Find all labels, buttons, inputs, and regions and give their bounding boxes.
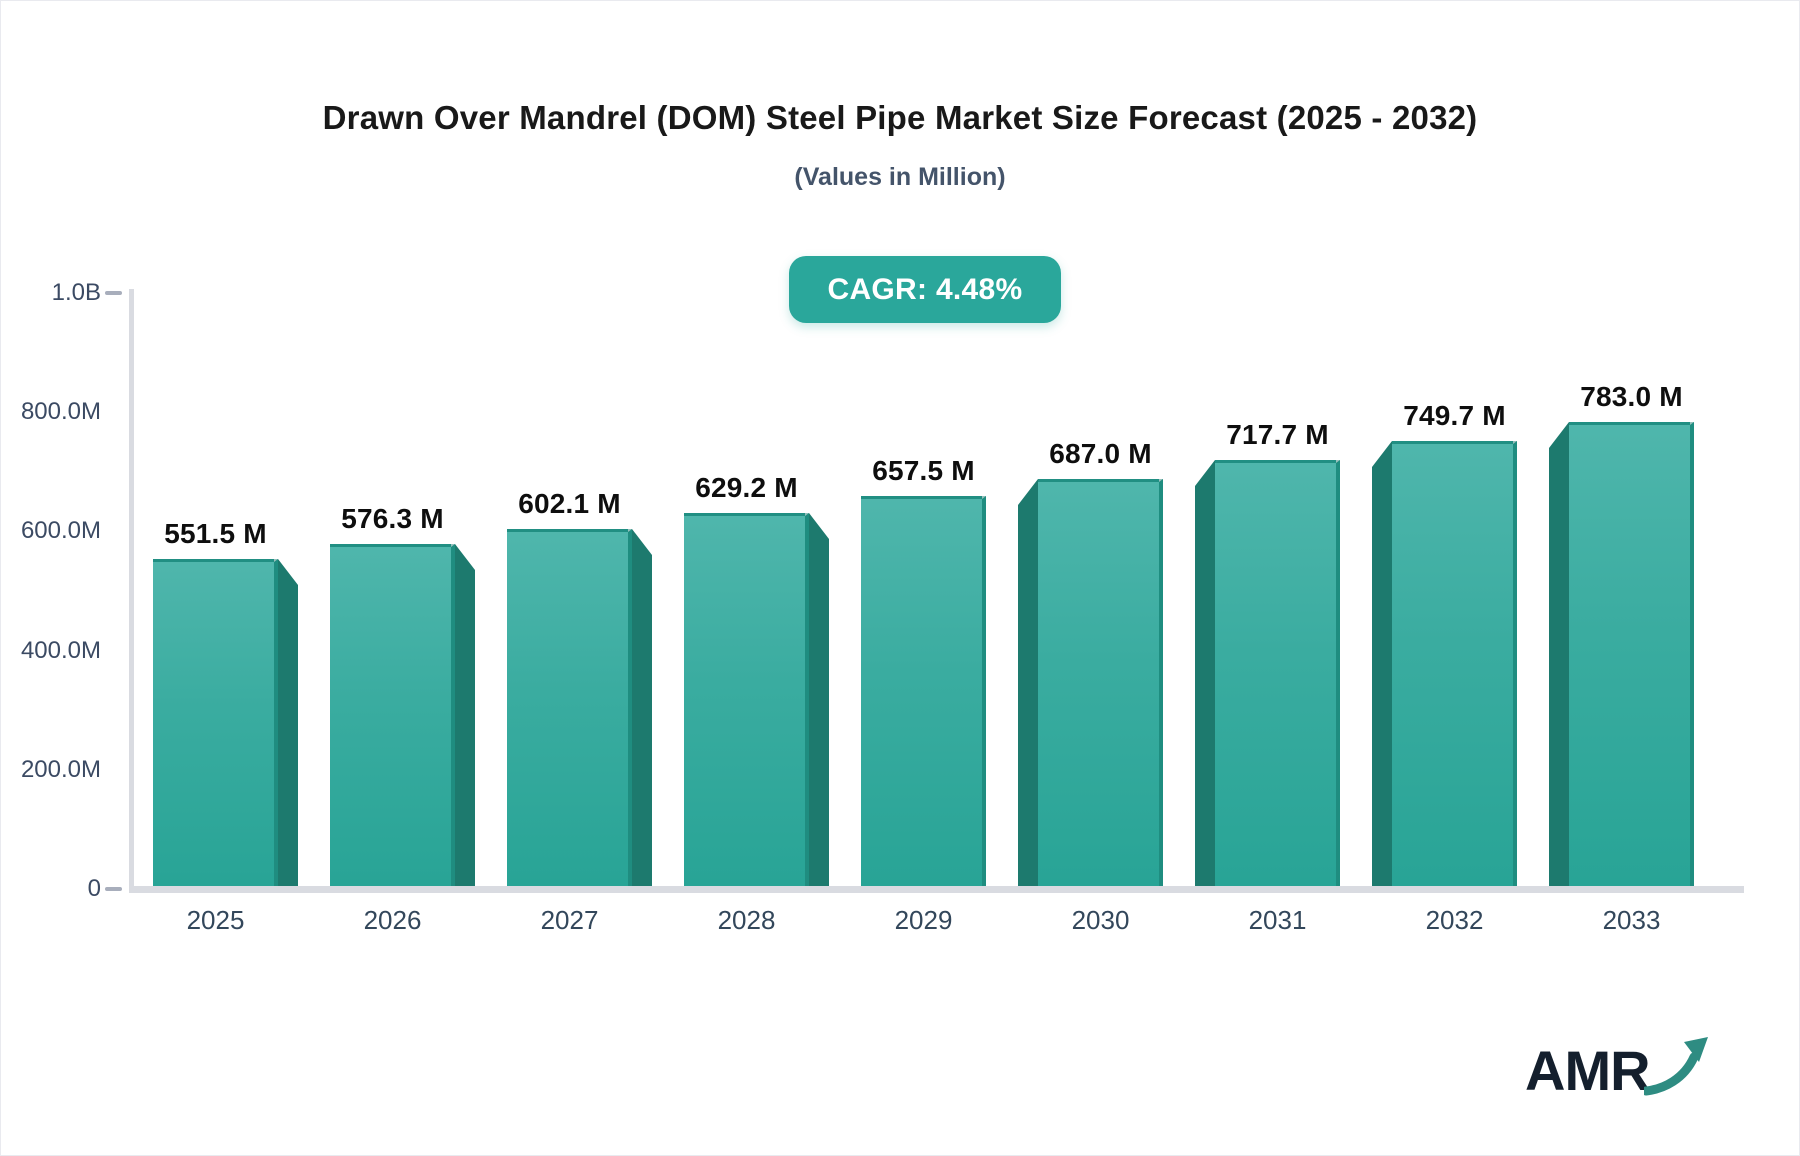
x-axis-label-2033: 2033	[1602, 905, 1661, 935]
x-axis-label-2027: 2027	[540, 905, 599, 935]
y-axis-line	[129, 289, 134, 890]
y-axis-label: 1.0B	[51, 279, 101, 306]
bar-side-panel	[809, 513, 829, 886]
y-axis-label: 400.0M	[20, 636, 101, 664]
x-axis-label-2028: 2028	[717, 905, 776, 935]
y-axis-label: 200.0M	[20, 755, 101, 783]
x-axis-label-2030: 2030	[1071, 905, 1130, 935]
page-title: Drawn Over Mandrel (DOM) Steel Pipe Mark…	[322, 99, 1478, 136]
x-axis-label-2025: 2025	[186, 905, 245, 935]
bar-side-panel	[1018, 479, 1038, 886]
bar-2033[interactable]	[1569, 422, 1694, 886]
y-axis-tick	[105, 291, 122, 295]
bar-side-panel	[278, 559, 298, 886]
bar-2028[interactable]	[684, 513, 809, 886]
amr-logo-text: AMR	[1525, 1039, 1651, 1102]
x-axis-label-2026: 2026	[363, 905, 422, 935]
y-axis-label: 0	[87, 875, 101, 902]
cagr-badge: CAGR: 4.48%	[789, 256, 1061, 323]
bar-side-panel	[632, 529, 652, 886]
x-axis-label-2029: 2029	[894, 905, 953, 935]
growth-arrow-icon	[1643, 1037, 1708, 1096]
bar-value-label: 629.2 M	[695, 472, 798, 503]
amr-logo: AMR	[1525, 1035, 1710, 1101]
bar-value-label: 602.1 M	[518, 488, 621, 519]
cagr-badge-label: CAGR: 4.48%	[827, 272, 1023, 306]
x-axis-line	[129, 886, 1744, 893]
bar-2030[interactable]	[1038, 479, 1163, 886]
x-axis-label-2031: 2031	[1248, 905, 1307, 935]
bar-2026[interactable]	[330, 544, 455, 886]
bar-value-label: 551.5 M	[164, 518, 267, 549]
bar-side-panel	[1372, 441, 1392, 886]
bar-side-panel	[1549, 422, 1569, 886]
bar-2025[interactable]	[153, 559, 278, 886]
x-axis-label-2032: 2032	[1425, 905, 1484, 935]
bar-value-label: 749.7 M	[1403, 400, 1506, 431]
bar-value-label: 576.3 M	[341, 503, 444, 534]
bar-2029[interactable]	[861, 496, 986, 886]
bar-value-label: 783.0 M	[1580, 381, 1683, 412]
y-axis-label: 600.0M	[20, 517, 101, 545]
bar-2027[interactable]	[507, 529, 632, 886]
y-axis-label: 800.0M	[20, 398, 101, 426]
bar-side-panel	[455, 544, 475, 886]
y-axis-tick	[105, 887, 122, 891]
page-subtitle: (Values in Million)	[794, 163, 1006, 191]
bar-value-label: 657.5 M	[872, 455, 975, 486]
bar-2032[interactable]	[1392, 441, 1517, 886]
bar-side-panel	[1195, 460, 1215, 886]
bar-value-label: 687.0 M	[1049, 438, 1152, 469]
bar-value-label: 717.7 M	[1226, 419, 1329, 450]
bar-2031[interactable]	[1215, 460, 1340, 886]
